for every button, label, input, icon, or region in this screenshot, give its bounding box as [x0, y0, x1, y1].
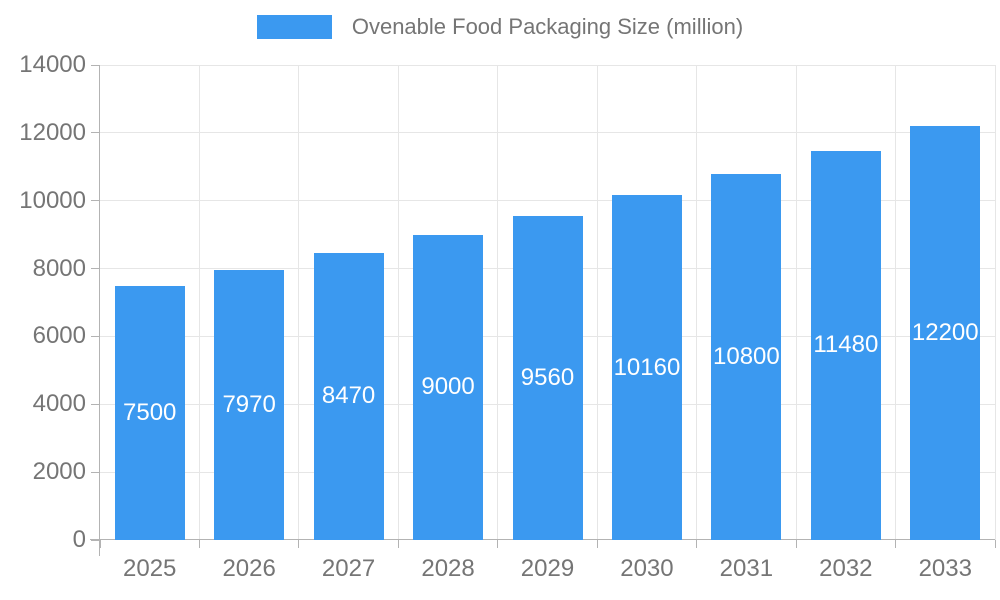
x-axis-tick	[696, 540, 698, 548]
y-axis-tick	[91, 200, 99, 202]
x-axis-tick	[596, 540, 598, 548]
x-axis-tick	[795, 540, 797, 548]
bar-value-label: 7500	[123, 398, 177, 426]
bar-2027[interactable]	[313, 252, 384, 540]
y-axis-tick	[91, 403, 99, 405]
x-axis-tick	[298, 540, 300, 548]
x-axis-tick-label: 2029	[520, 555, 575, 582]
y-axis-tick	[91, 64, 99, 66]
x-axis-tick-label: 2033	[918, 555, 972, 582]
x-axis-tick-label: 2025	[123, 555, 177, 582]
gridline-vertical	[696, 65, 698, 540]
x-axis-tick-label: 2027	[321, 555, 376, 582]
gridline-horizontal	[100, 64, 995, 66]
bar-value-label: 10160	[613, 353, 681, 381]
y-axis-tick-label: 0	[72, 526, 86, 553]
gridline-vertical	[198, 65, 200, 540]
y-axis-tick-label: 8000	[32, 254, 86, 282]
y-axis-tick	[91, 268, 99, 270]
x-axis-tick-label: 2028	[421, 555, 475, 582]
x-axis-tick-label: 2031	[719, 555, 774, 582]
gridline-vertical	[596, 65, 598, 540]
gridline-vertical	[895, 65, 897, 540]
y-axis-line	[99, 65, 100, 556]
bar-value-label: 9000	[421, 373, 475, 401]
gridline-vertical	[795, 65, 797, 540]
x-axis-tick	[994, 540, 996, 548]
gridline-horizontal	[100, 132, 995, 134]
gridline-vertical	[994, 65, 996, 540]
chart-legend[interactable]: Ovenable Food Packaging Size (million)	[0, 14, 1000, 40]
bar-2031[interactable]	[711, 173, 782, 540]
bar-2025[interactable]	[114, 285, 185, 540]
legend-swatch	[256, 15, 332, 39]
y-axis-tick-label: 14000	[19, 51, 86, 78]
x-axis-tick-label: 2032	[819, 555, 873, 582]
bar-value-label: 11480	[813, 331, 879, 359]
bar-2033[interactable]	[910, 126, 981, 540]
bar-value-label: 12200	[911, 319, 979, 347]
x-axis-tick	[895, 540, 897, 548]
bar-2030[interactable]	[611, 195, 682, 540]
x-axis-tick	[497, 540, 499, 548]
y-axis-tick-label: 10000	[19, 186, 86, 214]
gridline-vertical	[298, 65, 300, 540]
y-axis-tick-label: 6000	[32, 322, 86, 350]
bar-2026[interactable]	[214, 269, 285, 540]
bar-2029[interactable]	[512, 215, 583, 540]
gridline-horizontal	[100, 200, 995, 202]
x-axis-tick	[198, 540, 200, 548]
y-axis-tick-label: 2000	[32, 458, 86, 486]
bar-value-label: 8470	[321, 382, 376, 410]
y-axis-tick-label: 12000	[19, 118, 86, 146]
x-axis-tick	[99, 540, 101, 548]
gridline-vertical	[397, 65, 399, 540]
y-axis-tick	[91, 335, 99, 337]
legend-label: Ovenable Food Packaging Size (million)	[351, 14, 744, 39]
bar-2032[interactable]	[810, 150, 881, 540]
y-axis-tick	[91, 132, 99, 134]
y-axis-tick	[91, 471, 99, 473]
y-axis-tick-label: 4000	[32, 390, 86, 418]
gridline-vertical	[497, 65, 499, 540]
x-axis-tick	[397, 540, 399, 548]
bar-value-label: 9560	[520, 363, 575, 391]
y-axis-tick	[91, 539, 99, 541]
x-axis-tick-label: 2030	[620, 555, 674, 582]
bar-value-label: 7970	[222, 390, 276, 418]
bar-value-label: 10800	[713, 342, 780, 370]
x-axis-tick-label: 2026	[222, 555, 276, 582]
bar-2028[interactable]	[413, 234, 484, 540]
